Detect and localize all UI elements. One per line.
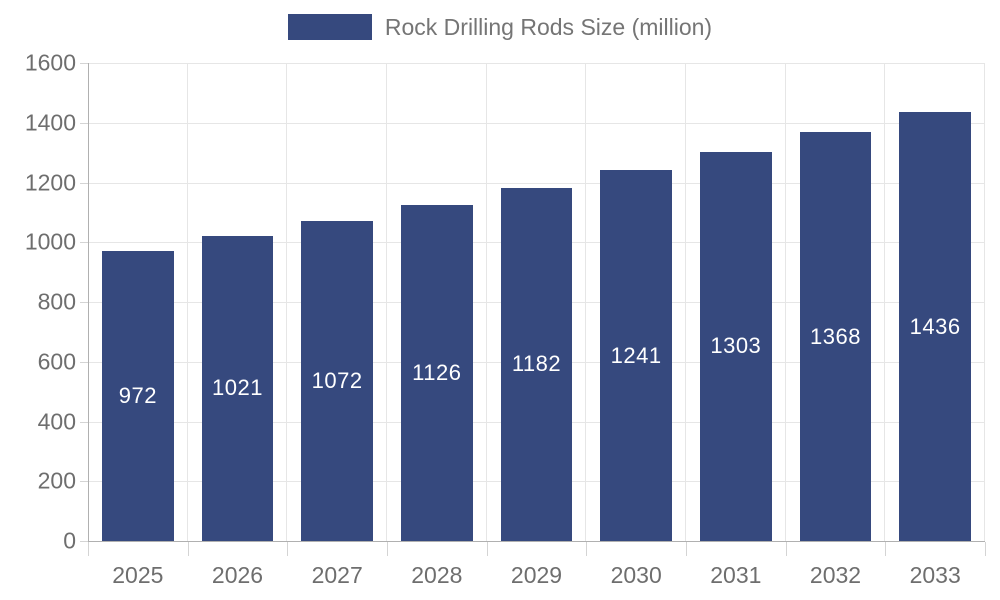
bar[interactable]: 1436	[899, 112, 972, 541]
legend-row: Rock Drilling Rods Size (million)	[0, 14, 1000, 40]
y-tick-label: 1400	[24, 109, 76, 136]
y-axis-tick	[80, 541, 88, 542]
y-axis-tick	[80, 302, 88, 303]
x-tick-label: 2030	[610, 562, 662, 588]
bar[interactable]: 972	[101, 250, 174, 541]
bar[interactable]: 1072	[301, 220, 374, 541]
x-axis-tick	[387, 542, 388, 556]
x-axis-tick	[287, 542, 289, 556]
x-axis-labels: 2025 2026 2027 2028 2029 2030 2031 2032 2033	[88, 560, 985, 592]
gridline-horizontal	[88, 63, 985, 64]
x-axis-tick	[586, 542, 588, 556]
legend-item[interactable]: Rock Drilling Rods Size (million)	[287, 14, 713, 40]
x-tick-label: 2028	[411, 562, 463, 588]
x-axis-tick	[486, 542, 488, 556]
y-tick-label: 1200	[24, 169, 76, 195]
x-axis-tick	[88, 542, 89, 556]
bar[interactable]: 1303	[699, 151, 772, 541]
x-axis-tick	[686, 542, 687, 556]
x-axis-tick	[187, 542, 189, 556]
bar-value-label: 1368	[810, 323, 861, 349]
y-axis-tick	[80, 242, 88, 244]
bar[interactable]: 1126	[400, 204, 473, 541]
x-axis-tick	[985, 542, 986, 556]
bar-value-label: 1126	[412, 359, 462, 385]
x-tick-label: 2032	[809, 562, 862, 588]
bar-value-label: 1436	[909, 313, 961, 339]
x-axis-tick	[885, 542, 887, 556]
x-axis-line	[88, 541, 985, 542]
bar-value-label: 1303	[710, 333, 762, 359]
bar-value-label: 1241	[610, 342, 662, 368]
y-tick-label: 1600	[24, 49, 76, 76]
bar-value-label: 972	[118, 382, 157, 408]
y-axis-tick	[80, 182, 88, 184]
bar-value-label: 1021	[212, 375, 263, 401]
y-tick-label: 800	[37, 288, 76, 315]
y-tick-label: 200	[37, 467, 76, 494]
y-tick-label: 400	[37, 408, 76, 434]
y-axis-tick	[80, 122, 88, 124]
plot-area: 972 1021 1072 1126 1182 1241 1303 1368 1436	[88, 63, 985, 541]
y-tick-label: 600	[37, 348, 76, 375]
legend-label: Rock Drilling Rods Size (million)	[384, 14, 713, 40]
x-tick-label: 2027	[311, 562, 363, 588]
legend-swatch-icon	[287, 14, 372, 40]
x-tick-label: 2029	[510, 562, 563, 588]
bar[interactable]: 1368	[799, 132, 872, 541]
y-axis-line	[88, 63, 89, 556]
x-axis-tick	[785, 542, 787, 556]
gridline-vertical	[286, 63, 288, 541]
gridline-vertical	[984, 63, 985, 541]
y-tick-label: 1000	[24, 228, 76, 255]
bar-value-label: 1072	[311, 367, 363, 393]
gridline-vertical	[186, 63, 188, 541]
y-axis-tick	[80, 361, 88, 363]
gridline-vertical	[485, 63, 487, 541]
gridline-vertical	[385, 63, 387, 541]
gridline-vertical	[784, 63, 786, 541]
gridline-vertical	[884, 63, 886, 541]
y-axis-tick	[80, 481, 88, 483]
bar-value-label: 1182	[511, 351, 562, 377]
x-tick-label: 2031	[710, 562, 762, 588]
y-tick-label: 0	[63, 527, 76, 554]
y-axis-tick	[80, 421, 88, 423]
bar[interactable]: 1021	[201, 235, 274, 541]
gridline-horizontal	[88, 122, 985, 124]
x-tick-label: 2025	[112, 562, 164, 588]
gridline-vertical	[684, 63, 686, 541]
gridline-horizontal	[88, 182, 985, 184]
y-axis-labels: 0 200 400 600 800 1000 1200 1400 1600	[0, 50, 76, 554]
bar[interactable]: 1182	[500, 187, 573, 541]
y-axis-tick	[80, 63, 88, 64]
x-tick-label: 2026	[211, 562, 264, 588]
x-tick-label: 2033	[909, 562, 961, 588]
bar[interactable]: 1241	[600, 170, 673, 541]
gridline-vertical	[585, 63, 587, 541]
